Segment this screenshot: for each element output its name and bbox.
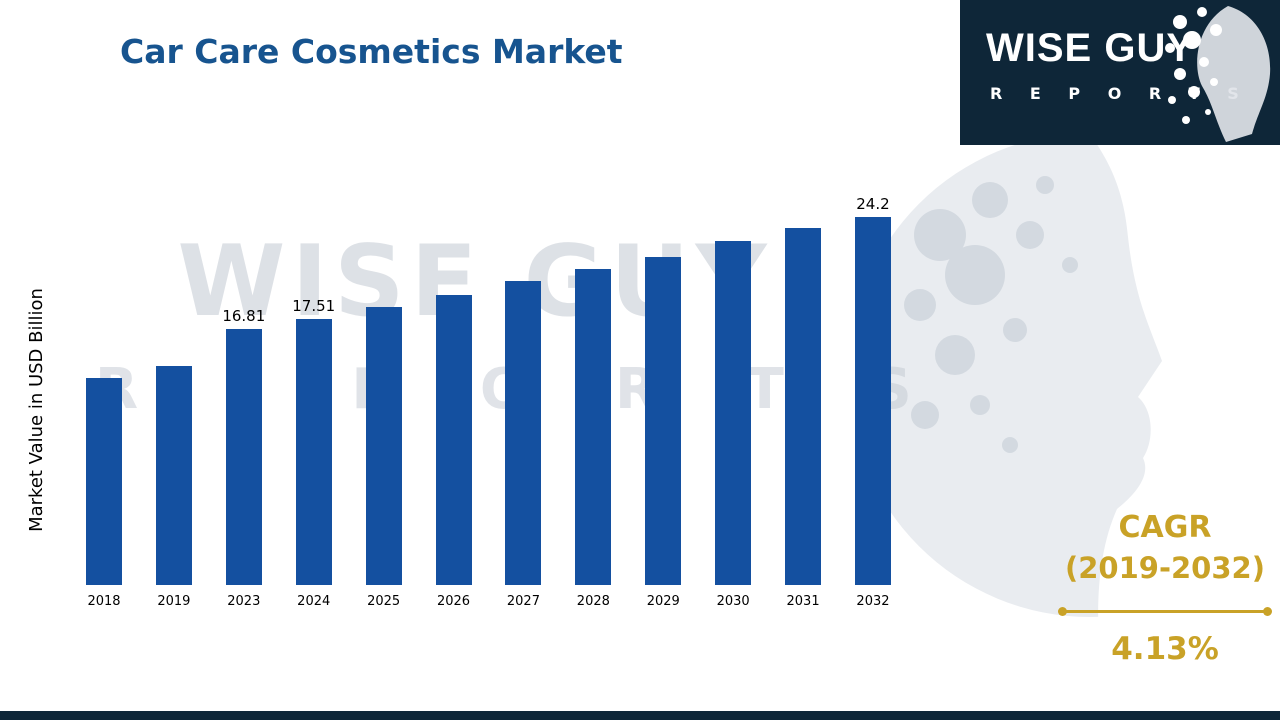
- x-tick-label: 2029: [646, 594, 680, 609]
- bar: [435, 295, 472, 585]
- bar-column: 2018: [80, 150, 128, 614]
- bar-chart: 2018 2019 16.81 2023 17.51 2024 2025 2026 2027 20…: [80, 150, 897, 614]
- bar: [295, 319, 332, 585]
- bar-column: 24.2 2032: [849, 150, 897, 614]
- bar: [785, 228, 822, 585]
- cagr-value: 4.13%: [1111, 630, 1219, 667]
- logo-face-icon: [1150, 0, 1280, 145]
- y-axis-label: Market Value in USD Billion: [26, 288, 47, 532]
- bar-column: 2026: [430, 150, 478, 614]
- bar: [854, 217, 891, 585]
- x-tick-label: 2030: [716, 594, 750, 609]
- x-tick-label: 2028: [576, 594, 610, 609]
- bar-value-label: 24.2: [856, 195, 890, 213]
- bar-column: 2029: [639, 150, 687, 614]
- face-silhouette-svg: [848, 95, 1280, 655]
- x-tick-label: 2032: [856, 594, 890, 609]
- cagr-label: CAGR: [1118, 510, 1212, 545]
- bar: [575, 269, 612, 585]
- x-tick-label: 2023: [227, 594, 261, 609]
- x-tick-label: 2031: [786, 594, 820, 609]
- logo-subtitle: R E P O R T S: [990, 84, 1250, 103]
- bar-column: 2030: [709, 150, 757, 614]
- bottom-accent-bar: [0, 711, 1280, 720]
- bar-column: 2025: [360, 150, 408, 614]
- face-silhouette-art: [848, 95, 1280, 655]
- bar-value-label: 17.51: [292, 297, 336, 315]
- logo-wordmark: WISE GUY: [986, 26, 1195, 70]
- bar-column: 2027: [499, 150, 547, 614]
- x-tick-label: 2018: [87, 594, 121, 609]
- bar: [225, 329, 262, 585]
- x-tick-label: 2026: [436, 594, 471, 609]
- bar-column: 16.81 2023: [220, 150, 268, 614]
- bar: [505, 281, 542, 585]
- x-tick-label: 2024: [297, 594, 331, 609]
- x-tick-label: 2027: [506, 594, 540, 609]
- bar-value-label: 16.81: [222, 307, 266, 325]
- bar-column: 2028: [569, 150, 617, 614]
- bar: [715, 241, 752, 585]
- bar: [86, 378, 122, 585]
- bar-column: 2031: [779, 150, 827, 614]
- bar: [155, 366, 192, 585]
- cagr-range: (2019-2032): [1065, 551, 1265, 585]
- page-title: Car Care Cosmetics Market: [120, 32, 623, 71]
- cagr-divider: [1058, 607, 1272, 615]
- x-tick-label: 2025: [367, 594, 401, 609]
- cagr-block: CAGR (2019-2032) 4.13%: [1058, 508, 1272, 667]
- x-tick-label: 2019: [157, 594, 191, 609]
- bar-column: 17.51 2024: [290, 150, 338, 614]
- bar: [645, 257, 682, 585]
- bar-column: 2019: [150, 150, 198, 614]
- logo-panel: WISE GUY R E P O R T S: [960, 0, 1280, 145]
- bar: [365, 307, 402, 585]
